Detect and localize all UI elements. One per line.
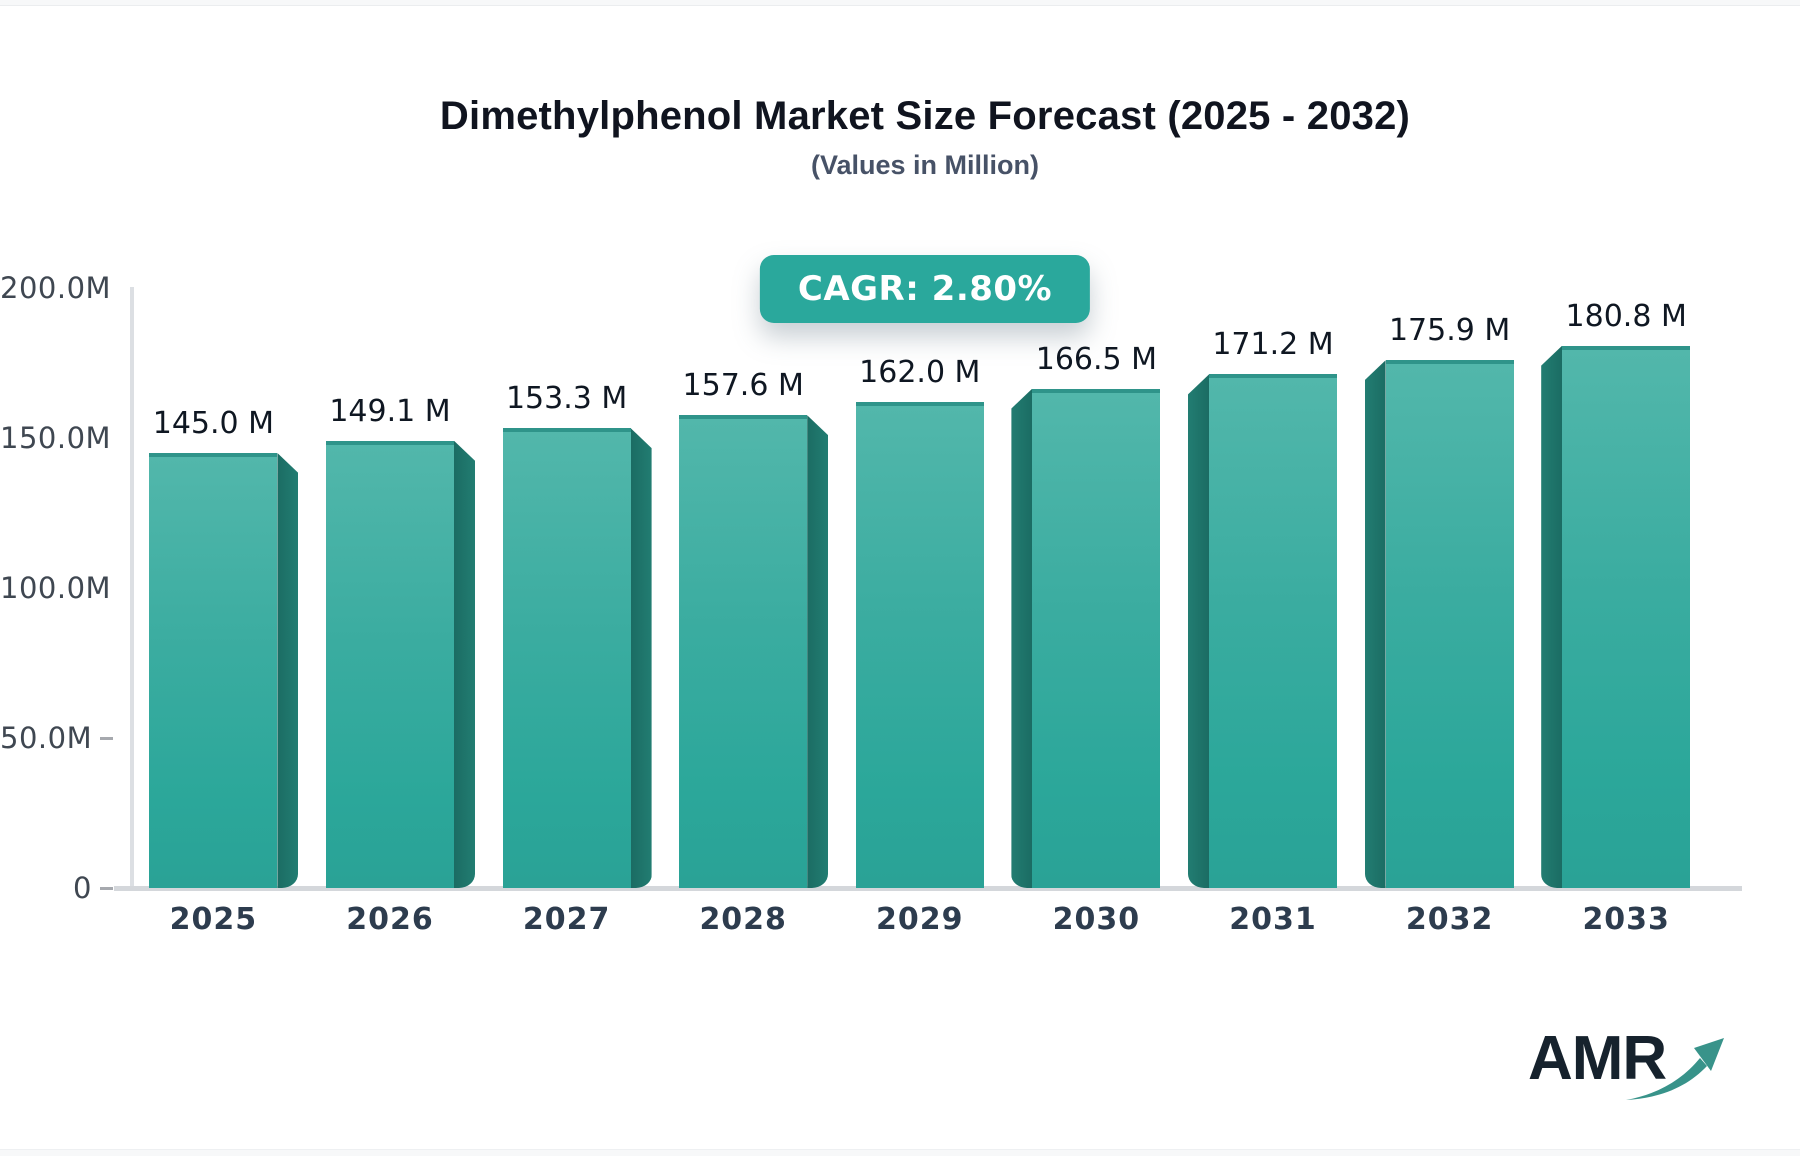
x-axis-label-2033: 2033 [1582, 902, 1670, 937]
x-axis-label-2032: 2032 [1405, 902, 1494, 937]
y-axis-line [130, 287, 134, 888]
bar-value-label: 162.0 M [859, 355, 981, 390]
chart-header: Dimethylphenol Market Size Forecast (202… [0, 0, 1800, 182]
bar-value-label: 171.2 M [1212, 327, 1334, 363]
bar-face-2033 [1562, 345, 1691, 888]
bar-value-label: 157.6 M [682, 368, 804, 404]
x-axis-label-2026: 2026 [346, 902, 434, 937]
y-axis-tick-label: 150.0M [0, 421, 112, 455]
page-bottom-border [0, 1149, 1800, 1156]
x-axis-label-2029: 2029 [876, 902, 964, 937]
amr-logo: AMR [1528, 1026, 1728, 1126]
bar-value-label: 145.0 M [152, 406, 275, 441]
bar-side-face [1011, 388, 1033, 888]
bar-value-label: 149.1 M [329, 393, 451, 429]
x-axis-line [114, 886, 1742, 891]
amr-logo-text: AMR [1528, 1024, 1667, 1093]
bar-side-face [1188, 374, 1209, 888]
x-axis-label-2028: 2028 [699, 902, 787, 937]
y-axis-tick-mark [100, 886, 113, 890]
bar-face-2025 [149, 453, 278, 888]
chart-subtitle: (Values in Million) [810, 150, 1040, 180]
y-axis-tick-label: 50.0M [0, 721, 93, 755]
bar-value-label: 153.3 M [505, 381, 628, 417]
bar-value-label: 175.9 M [1388, 313, 1511, 349]
trend-up-arrow-icon [1626, 1038, 1724, 1100]
bar-side-face [630, 428, 652, 888]
bar-face-2027 [502, 428, 631, 888]
page-top-border [0, 0, 1800, 6]
bar-face-2032 [1385, 360, 1514, 888]
bar-face-2028 [679, 415, 808, 888]
x-axis-label-2031: 2031 [1229, 902, 1317, 937]
y-axis-tick-label: 200.0M [0, 271, 112, 305]
bar-side-face [1541, 345, 1563, 888]
bar-face-2030 [1032, 388, 1161, 888]
bar-side-face [277, 453, 299, 888]
bar-face-2031 [1209, 374, 1337, 888]
x-axis-label-2025: 2025 [169, 902, 258, 937]
bar-side-face [454, 440, 475, 888]
y-axis-tick-label: 100.0M [0, 571, 112, 605]
bar-value-label: 180.8 M [1565, 298, 1687, 334]
bar-side-face [1364, 360, 1386, 888]
bar-face-2026 [326, 440, 454, 888]
cagr-badge: CAGR: 2.80% [759, 255, 1091, 323]
x-axis-label-2030: 2030 [1052, 902, 1141, 937]
bar-face-2029 [855, 402, 984, 888]
y-axis-tick-label: 0 [73, 871, 92, 905]
y-axis-tick-mark [100, 736, 113, 740]
chart-title: Dimethylphenol Market Size Forecast (202… [439, 94, 1411, 138]
bar-side-face [807, 415, 829, 888]
x-axis-label-2027: 2027 [522, 902, 611, 937]
bar-value-label: 166.5 M [1035, 341, 1158, 377]
